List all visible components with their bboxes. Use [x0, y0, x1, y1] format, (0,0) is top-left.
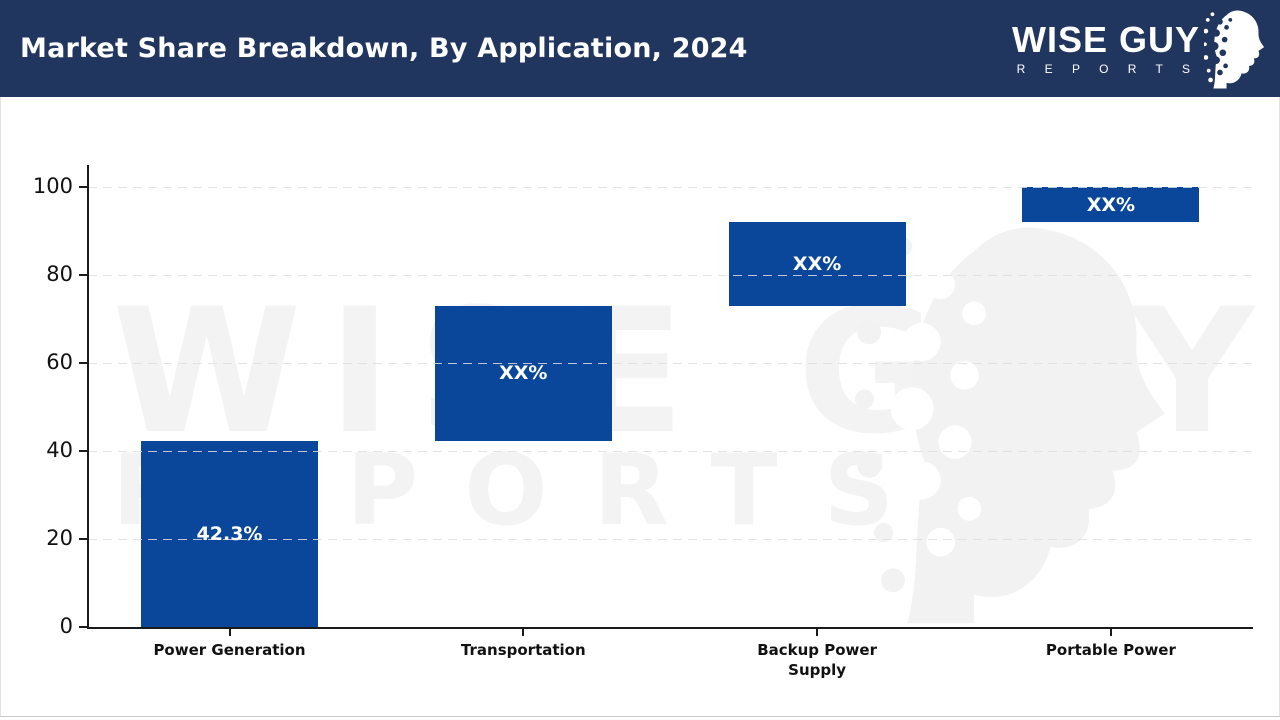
grid-line-100	[88, 186, 1253, 188]
y-axis	[87, 165, 89, 629]
y-tick-mark-0	[79, 626, 87, 628]
x-tick-mark-2	[816, 629, 819, 636]
bar-portable-power: XX%	[1022, 187, 1200, 223]
grid-line-40	[88, 450, 1253, 452]
y-tick-mark-100	[79, 186, 87, 188]
brand-name: WISE GUY	[1011, 19, 1200, 60]
brand-logo: WISE GUY R E P O R T S	[1012, 6, 1266, 92]
y-tick-label-80: 80	[46, 262, 73, 286]
wiseguy-face-icon	[1204, 10, 1265, 89]
x-tick-mark-1	[522, 629, 525, 636]
bar-value-label: XX%	[499, 362, 548, 385]
bar-transportation: XX%	[434, 305, 612, 441]
brand-logo-text: WISE GUY R E P O R T S	[1011, 19, 1200, 77]
y-tick-mark-20	[79, 538, 87, 540]
x-tick-label-3: Portable Power	[1045, 641, 1176, 659]
y-tick-mark-80	[79, 274, 87, 276]
x-tick-mark-0	[228, 629, 231, 636]
x-tick-label-2: Backup Power Supply	[757, 641, 877, 680]
x-axis	[87, 627, 1253, 629]
brand-tagline: R E P O R T S	[1016, 62, 1198, 76]
left-border-line	[0, 97, 1, 717]
header-band: Market Share Breakdown, By Application, …	[0, 0, 1280, 97]
y-tick-mark-40	[79, 450, 87, 452]
x-tick-label-1: Transportation	[460, 641, 586, 659]
y-tick-mark-60	[79, 362, 87, 364]
grid-line-60	[88, 362, 1253, 364]
y-tick-label-20: 20	[46, 526, 73, 550]
x-tick-label-0: Power Generation	[153, 641, 306, 659]
bar-backup-power-supply: XX%	[728, 222, 906, 306]
grid-line-80	[88, 274, 1253, 276]
bottom-border-line	[0, 716, 1280, 717]
bar-value-label: XX%	[1086, 193, 1136, 216]
grid-line-20	[88, 538, 1253, 540]
bar-value-label: XX%	[792, 252, 842, 275]
bar-value-label: 42.3%	[196, 522, 263, 545]
y-tick-label-0: 0	[59, 614, 73, 638]
page-title: Market Share Breakdown, By Application, …	[20, 33, 748, 64]
y-tick-label-60: 60	[46, 350, 73, 374]
y-tick-label-100: 100	[32, 174, 73, 198]
y-tick-label-40: 40	[46, 438, 73, 462]
x-tick-mark-3	[1109, 629, 1112, 636]
bar-power-generation: 42.3%	[141, 440, 318, 627]
